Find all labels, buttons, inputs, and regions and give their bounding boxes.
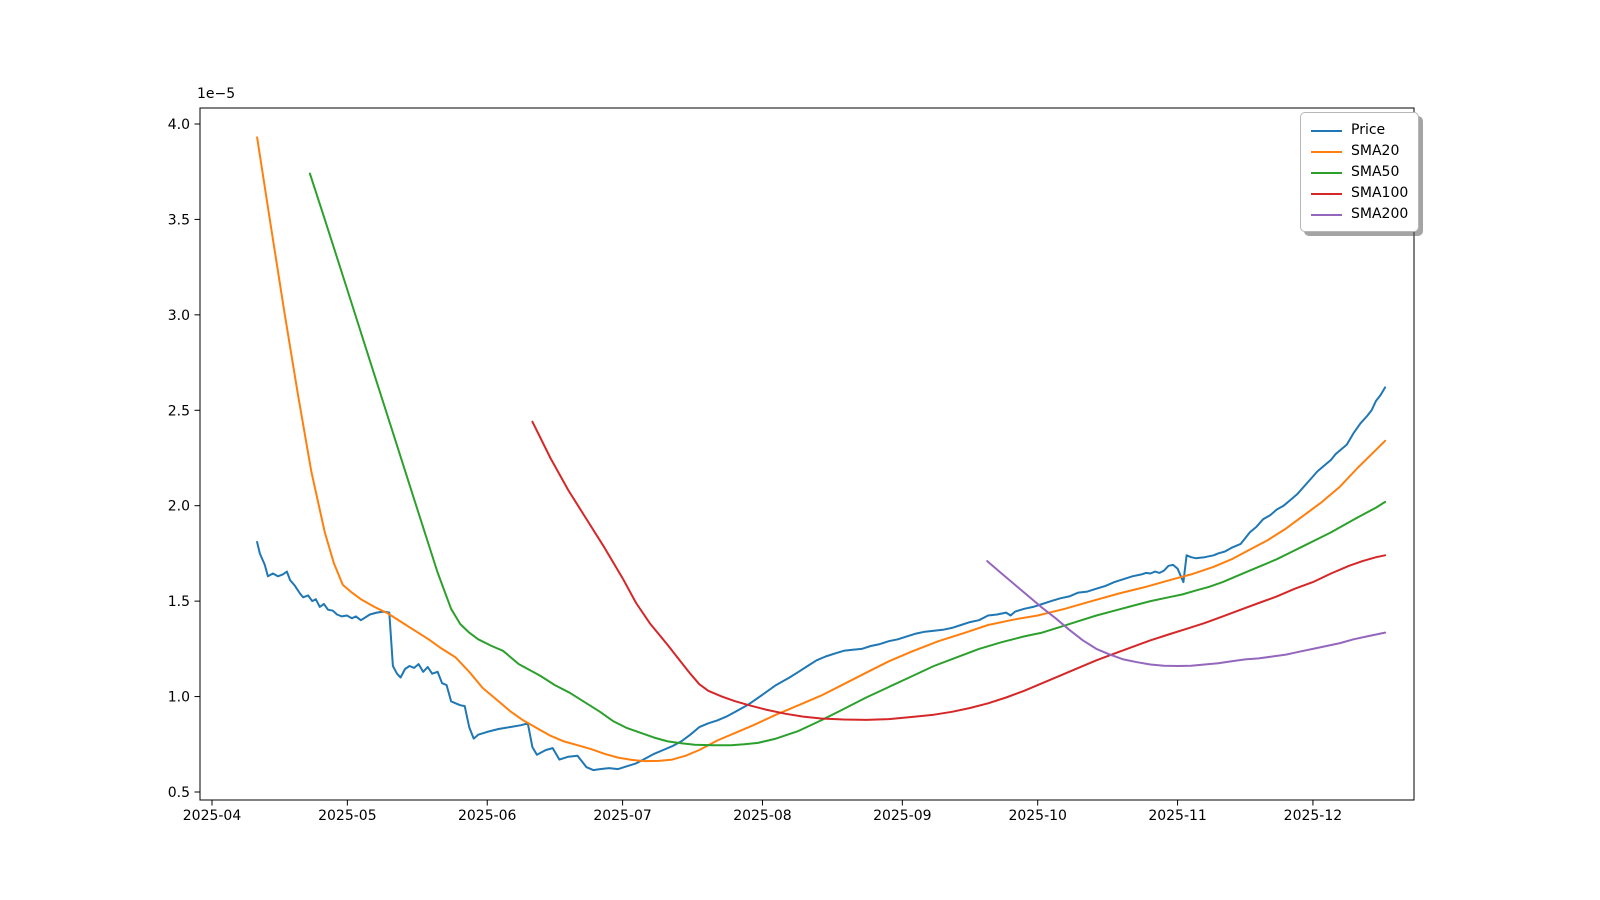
legend: Price SMA20 SMA50 SMA100 SMA200	[1300, 112, 1420, 232]
legend-swatch-sma100	[1311, 192, 1342, 195]
legend-item-sma50: SMA50	[1311, 162, 1408, 183]
series-line-price	[256, 386, 1387, 772]
x-tick-label: 2025-07	[593, 808, 652, 824]
legend-item-label: SMA100	[1351, 185, 1409, 201]
plot-border	[199, 107, 1415, 801]
legend-swatch-sma20	[1311, 150, 1342, 153]
legend-item-label: SMA200	[1351, 206, 1409, 222]
legend-item-sma20: SMA20	[1311, 141, 1408, 162]
x-tick-label: 2025-08	[733, 808, 792, 824]
y-tick-label: 3.0	[168, 308, 190, 324]
legend-item-sma200: SMA200	[1311, 204, 1408, 225]
series-line-sma200	[986, 560, 1387, 667]
y-tick-label: 0.5	[168, 785, 190, 801]
legend-item-sma100: SMA100	[1311, 183, 1408, 204]
series-line-sma20	[256, 136, 1387, 763]
y-tick-label: 3.5	[168, 212, 190, 228]
legend-item-label: SMA20	[1351, 143, 1400, 159]
y-tick-label: 2.5	[168, 403, 190, 419]
series-line-sma50	[308, 172, 1387, 747]
x-tick-label: 2025-12	[1284, 808, 1343, 824]
legend-item-label: SMA50	[1351, 164, 1400, 180]
x-tick-label: 2025-09	[873, 808, 932, 824]
series-line-sma100	[531, 420, 1387, 721]
y-tick-label: 4.0	[168, 117, 190, 133]
x-tick-label: 2025-06	[458, 808, 517, 824]
legend-swatch-sma200	[1311, 213, 1342, 216]
legend-item-label: Price	[1351, 122, 1386, 138]
y-tick-label: 1.5	[168, 594, 190, 610]
x-tick-label: 2025-11	[1148, 808, 1207, 824]
legend-swatch-price	[1311, 129, 1342, 132]
legend-item-price: Price	[1311, 120, 1408, 141]
x-tick-label: 2025-04	[183, 808, 242, 824]
legend-swatch-sma50	[1311, 171, 1342, 174]
y-tick-label: 2.0	[168, 499, 190, 515]
x-tick-label: 2025-10	[1008, 808, 1067, 824]
x-tick-label: 2025-05	[318, 808, 377, 824]
y-tick-label: 1.0	[168, 690, 190, 706]
axis-offset-text: 1e−5	[197, 86, 236, 102]
